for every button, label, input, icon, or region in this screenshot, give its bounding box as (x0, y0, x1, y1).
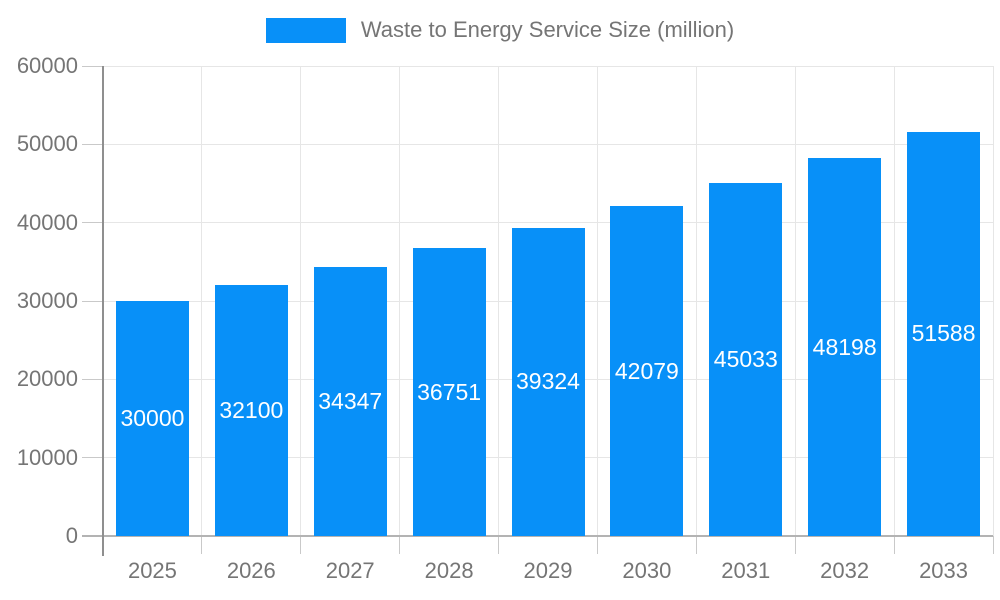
x-axis-label: 2027 (325, 558, 375, 583)
bar-value-label: 36751 (417, 378, 482, 405)
y-axis-tick (82, 457, 103, 459)
x-axis-label: 2033 (919, 558, 969, 583)
bar-value-label: 30000 (120, 405, 185, 431)
x-axis-label: 2026 (226, 558, 276, 583)
bar-2029[interactable]: 39324 (511, 227, 585, 536)
bar-2027[interactable]: 34347 (313, 266, 387, 536)
v-gridline (893, 66, 895, 536)
y-axis-tick (82, 222, 103, 224)
v-gridline (596, 66, 598, 536)
bar-value-label: 39324 (516, 368, 580, 395)
x-axis-tick (794, 536, 796, 554)
x-axis-line (82, 535, 993, 537)
h-gridline (103, 65, 993, 67)
x-axis-label: 2030 (622, 558, 672, 583)
x-axis-tick (201, 536, 203, 554)
bar-value-label: 42079 (614, 357, 679, 384)
h-gridline (103, 222, 993, 224)
x-axis-tick (893, 536, 895, 554)
y-axis-tick (82, 65, 103, 67)
x-axis-label: 2025 (127, 558, 177, 583)
y-axis-tick (82, 378, 103, 380)
x-axis-tick (695, 536, 697, 554)
y-axis-label: 10000 (16, 444, 78, 470)
y-axis-tick (82, 300, 103, 302)
v-gridline (300, 66, 302, 536)
bar-value-label: 51588 (911, 320, 976, 347)
x-axis-tick (596, 536, 598, 554)
y-axis-label: 30000 (16, 288, 78, 313)
bar-2030[interactable]: 42079 (610, 206, 684, 536)
y-axis-tick (82, 143, 103, 145)
x-axis-label: 2032 (820, 558, 870, 583)
bar-2026[interactable]: 32100 (214, 284, 288, 536)
bar-value-label: 34347 (318, 387, 383, 414)
x-axis-tick (399, 536, 401, 554)
legend-swatch-icon (265, 17, 346, 43)
y-axis-label: 60000 (16, 53, 78, 78)
bar-2033[interactable]: 51588 (907, 131, 981, 536)
bar-2032[interactable]: 48198 (808, 158, 882, 536)
x-axis-tick (300, 536, 302, 554)
x-axis-label: 2028 (424, 558, 474, 583)
v-gridline (992, 66, 994, 536)
legend-label: Waste to Energy Service Size (million) (360, 17, 735, 42)
chart-legend[interactable]: Waste to Energy Service Size (million) (0, 17, 1000, 43)
bar-value-label: 45033 (713, 346, 778, 373)
v-gridline (794, 66, 796, 536)
bar-value-label: 48198 (812, 333, 877, 360)
y-axis-label: 20000 (16, 366, 78, 392)
h-gridline (103, 143, 993, 145)
y-axis-line (102, 66, 104, 556)
x-axis-label: 2029 (523, 558, 573, 583)
y-axis-label: 50000 (16, 131, 78, 157)
y-axis-label: 40000 (16, 209, 78, 235)
x-axis-tick (498, 536, 500, 554)
y-axis-label: 0 (65, 523, 78, 548)
bar-2031[interactable]: 45033 (709, 183, 783, 536)
x-axis-tick (992, 536, 994, 554)
bar-2025[interactable]: 30000 (115, 301, 189, 536)
bar-2028[interactable]: 36751 (412, 248, 486, 536)
v-gridline (399, 66, 401, 536)
v-gridline (498, 66, 500, 536)
v-gridline (201, 66, 203, 536)
v-gridline (695, 66, 697, 536)
bar-value-label: 32100 (219, 396, 284, 423)
x-axis-label: 2031 (721, 558, 771, 583)
